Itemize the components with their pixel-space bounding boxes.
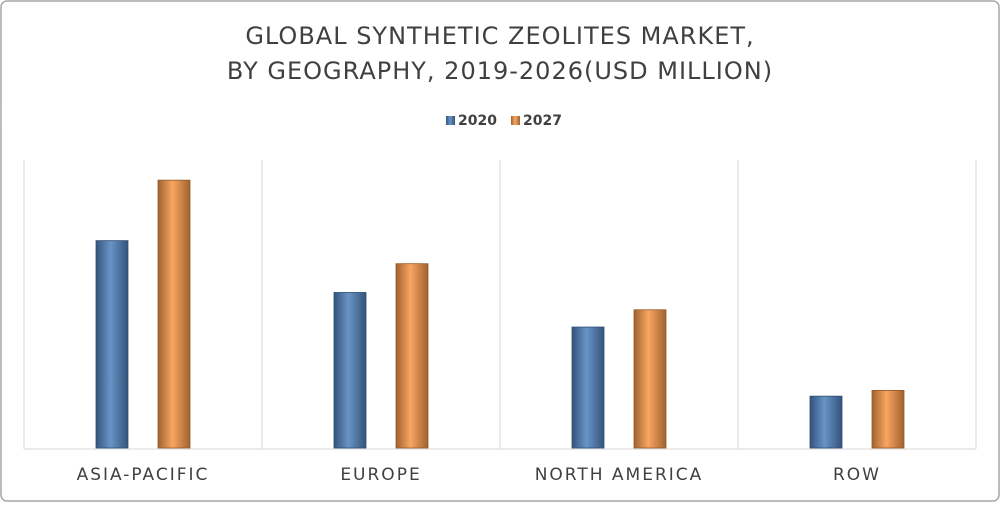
bar [333,292,367,449]
bar [395,263,429,449]
legend-label: 2020 [458,113,497,129]
x-tick-label: ASIA-PACIFIC [77,465,210,485]
plot-frame [23,160,977,450]
bar [571,326,605,449]
chart-title: GLOBAL SYNTHETIC ZEOLITES MARKET, [245,22,754,50]
legend-swatch [511,116,520,125]
legend-label: 2027 [523,113,562,129]
x-tick-label: ROW [833,465,881,485]
bar [633,309,667,449]
bar [95,240,129,449]
legend-swatch [446,116,455,125]
bar [871,389,905,449]
bar [157,179,191,449]
x-tick-label: EUROPE [340,465,421,485]
chart-title: BY GEOGRAPHY, 2019-2026(USD MILLION) [227,57,773,85]
bar [809,395,843,449]
x-tick-label: NORTH AMERICA [535,465,704,485]
